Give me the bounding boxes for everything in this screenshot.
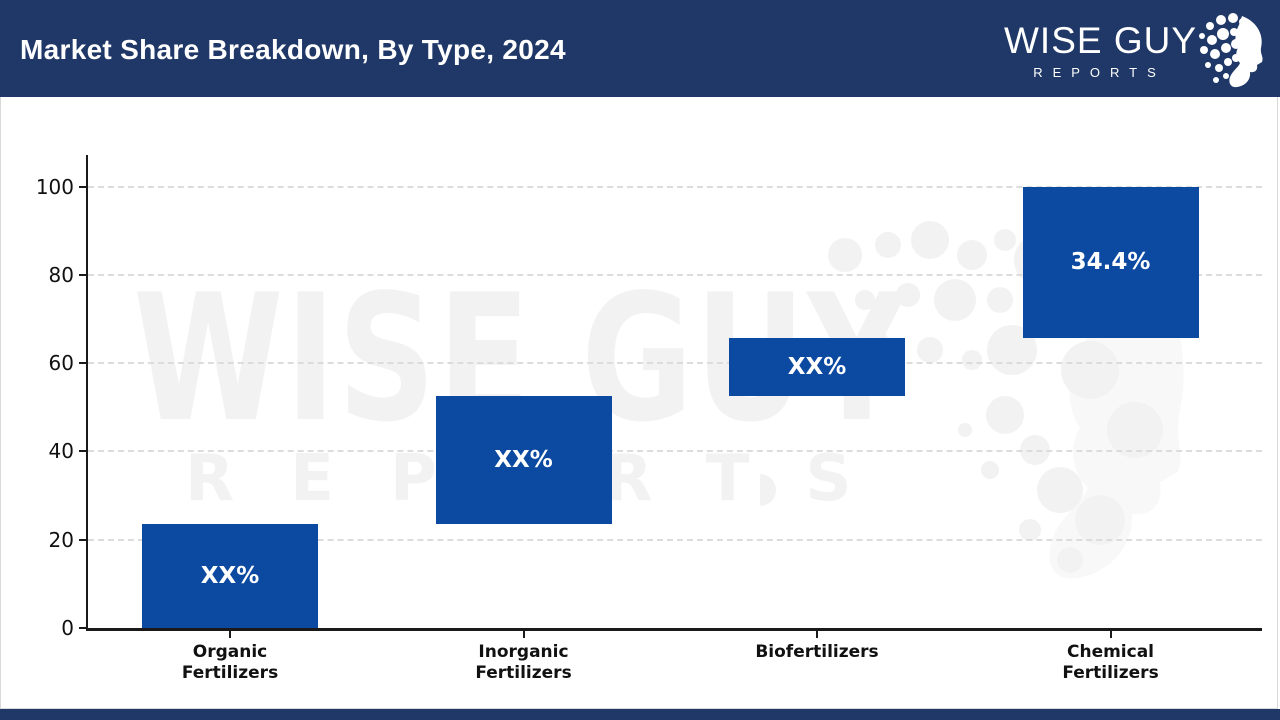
category-label: Chemical Fertilizers xyxy=(1062,642,1159,683)
y-tick-mark xyxy=(79,185,88,188)
y-tick-label: 0 xyxy=(61,616,74,640)
y-tick-label: 40 xyxy=(48,439,74,464)
footer-bar xyxy=(0,709,1280,720)
y-tick-label: 20 xyxy=(48,527,74,552)
header-bar: Market Share Breakdown, By Type, 2024 WI… xyxy=(0,0,1280,97)
y-tick-mark xyxy=(79,273,88,276)
y-tick-label: 60 xyxy=(48,351,74,376)
y-tick-label: 80 xyxy=(48,262,74,287)
gridline xyxy=(88,538,1262,541)
x-tick-mark xyxy=(1109,630,1112,638)
bar-biofertilizers: XX% xyxy=(729,338,905,397)
x-tick-mark xyxy=(522,630,525,638)
bar-value-label: XX% xyxy=(200,563,260,590)
bar-organic-fertilizers: XX% xyxy=(142,524,318,628)
x-tick-mark xyxy=(816,630,818,638)
y-tick-mark xyxy=(79,450,88,453)
bar-value-label: 34.4% xyxy=(1070,249,1151,276)
category-label: Biofertilizers xyxy=(755,642,879,662)
y-tick-mark xyxy=(79,538,88,541)
category-label: Organic Fertilizers xyxy=(181,642,279,683)
logo-brand: WISE GUY xyxy=(1004,20,1198,61)
x-axis-line xyxy=(86,628,1262,631)
gridline xyxy=(88,185,1262,188)
y-axis-line xyxy=(86,155,88,630)
y-tick-mark xyxy=(79,362,88,365)
logo-text: WISE GUY REPORTS xyxy=(1004,20,1198,80)
chart-title: Market Share Breakdown, By Type, 2024 xyxy=(20,34,566,65)
x-tick-mark xyxy=(229,630,231,638)
logo-sub: REPORTS xyxy=(1033,65,1166,80)
bar-value-label: XX% xyxy=(787,354,847,381)
logo-head-icon xyxy=(1199,13,1263,88)
bar-inorganic-fertilizers: XX% xyxy=(435,396,612,525)
category-label: Inorganic Fertilizers xyxy=(475,642,572,683)
bar-chemical-fertilizers: 34.4% xyxy=(1022,186,1199,339)
wiseguy-logo: WISE GUY REPORTS xyxy=(1004,10,1266,90)
y-tick-mark xyxy=(79,627,88,629)
bar-value-label: XX% xyxy=(494,447,553,474)
gridline xyxy=(88,362,1262,365)
gridline xyxy=(88,273,1262,276)
y-tick-label: 100 xyxy=(35,174,74,199)
gridline xyxy=(88,450,1262,453)
